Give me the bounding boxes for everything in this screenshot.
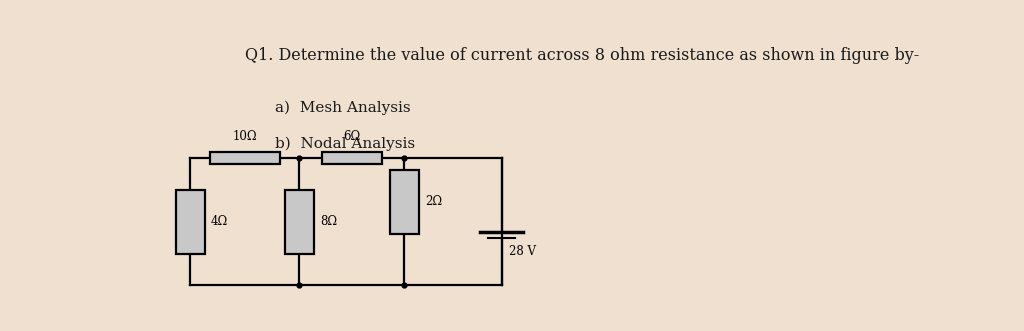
Text: 2Ω: 2Ω	[425, 195, 442, 209]
Bar	[176, 190, 205, 254]
Text: a)  Mesh Analysis: a) Mesh Analysis	[274, 101, 411, 115]
Bar	[285, 190, 314, 254]
Text: 8Ω: 8Ω	[321, 215, 337, 228]
Bar	[210, 152, 280, 165]
Bar	[390, 170, 419, 234]
Text: 6Ω: 6Ω	[343, 130, 360, 143]
Text: 10Ω: 10Ω	[232, 130, 257, 143]
Text: 28 V: 28 V	[509, 245, 536, 258]
Text: b)  Nodal Analysis: b) Nodal Analysis	[274, 137, 415, 151]
Text: Q1. Determine the value of current across 8 ohm resistance as shown in figure by: Q1. Determine the value of current acros…	[246, 47, 920, 64]
Text: 4Ω: 4Ω	[211, 215, 228, 228]
Bar	[323, 152, 382, 165]
